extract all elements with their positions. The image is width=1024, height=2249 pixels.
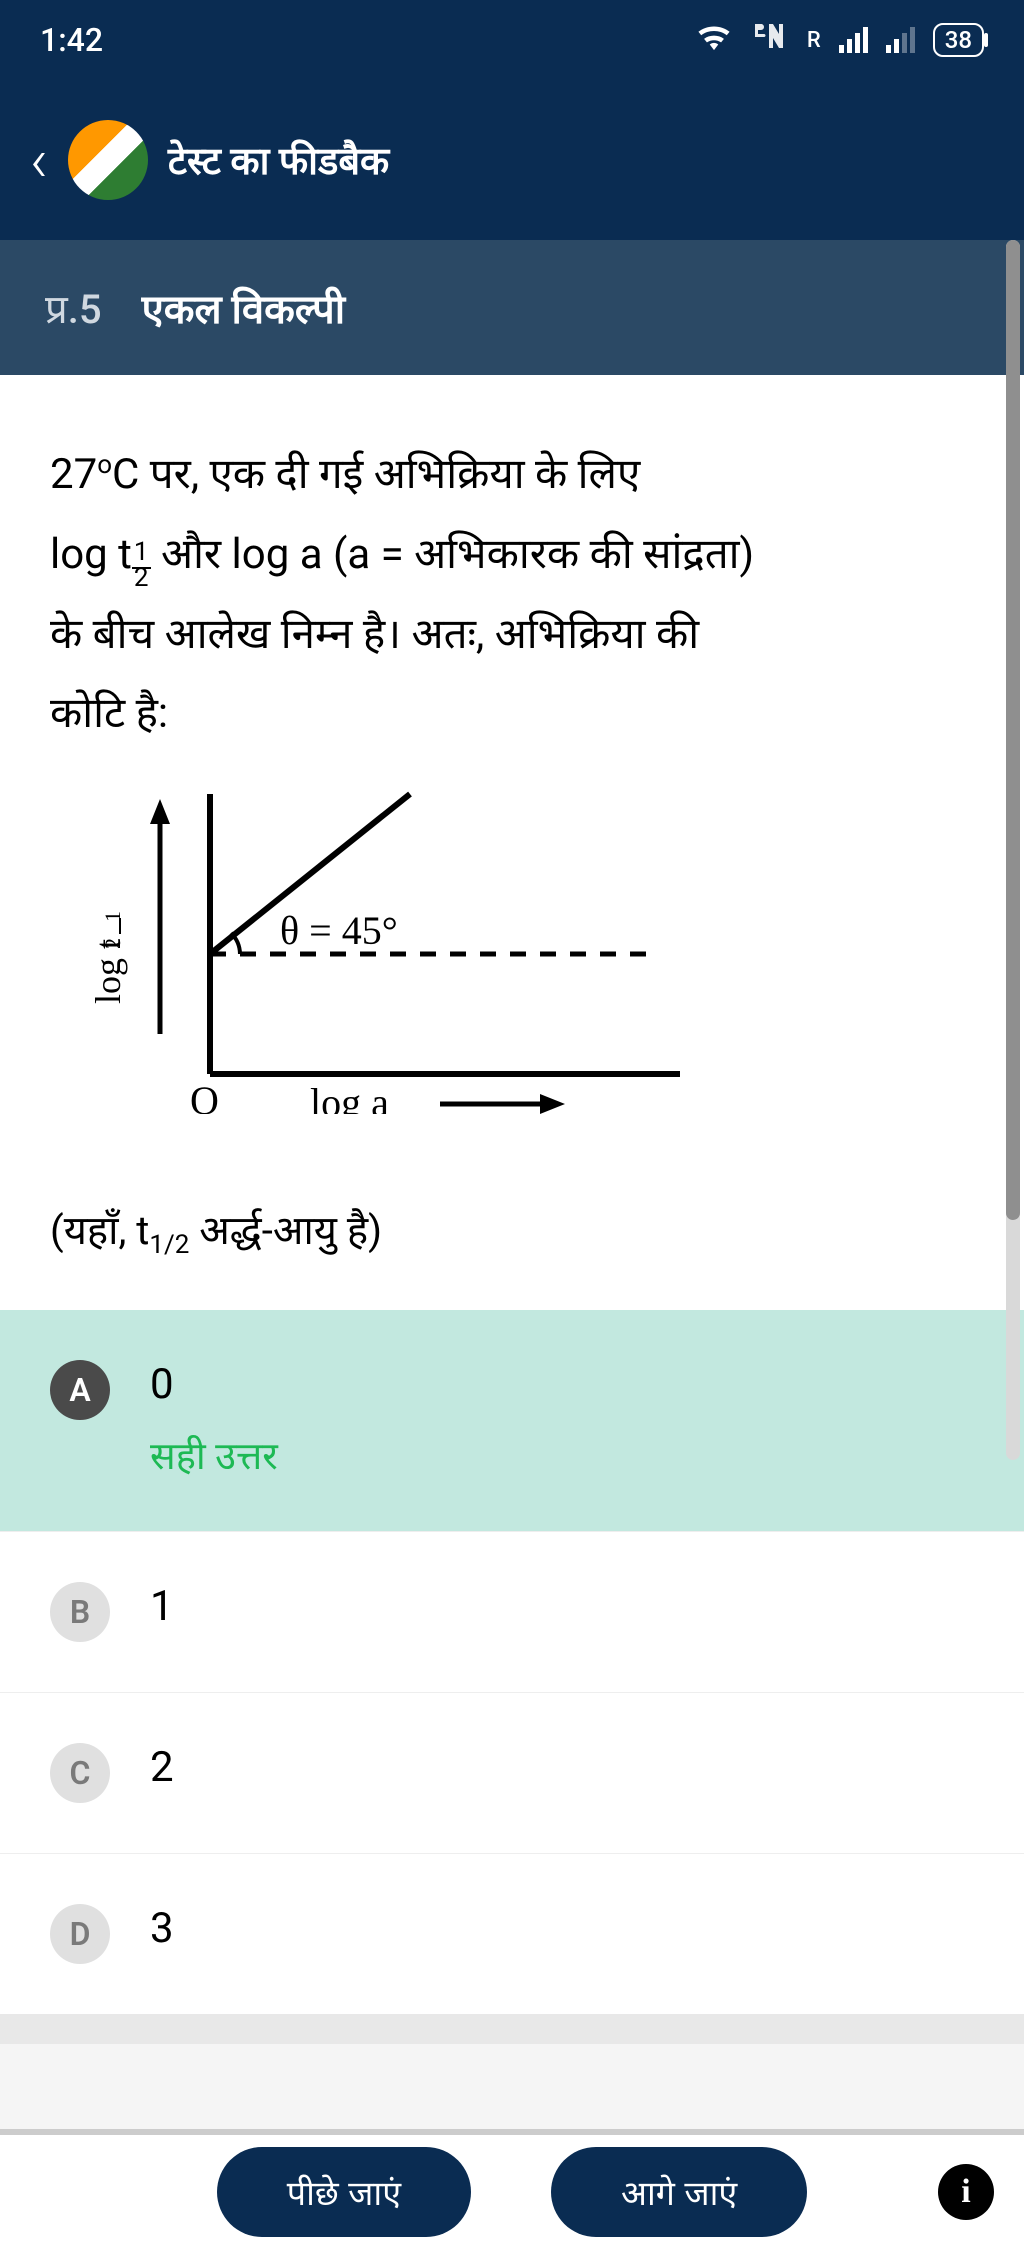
status-bar: 1:42 R 38 xyxy=(0,0,1024,80)
question-type: एकल विकल्पी xyxy=(142,280,345,335)
roaming-label: R xyxy=(807,28,821,53)
svg-text:log a: log a xyxy=(310,1080,389,1114)
app-logo: ✓ xyxy=(68,120,148,200)
option-d[interactable]: D 3 xyxy=(0,1853,1024,2014)
spacer xyxy=(0,2014,1024,2044)
option-text: 2 xyxy=(150,1743,174,1792)
scrollbar-thumb[interactable] xyxy=(1006,240,1020,1220)
option-text: 1 xyxy=(150,1582,174,1631)
check-icon: ✓ xyxy=(68,120,148,200)
battery-indicator: 38 xyxy=(933,23,984,57)
page-title: टेस्ट का फीडबैक xyxy=(168,134,389,186)
option-text: 0 xyxy=(150,1360,278,1409)
option-badge: C xyxy=(50,1743,110,1803)
question-line-3: के बीच आलेख निम्न है। अतः, अभिक्रिया की xyxy=(50,595,974,675)
question-meta: प्र.5 एकल विकल्पी xyxy=(0,240,1024,375)
graph: log t 1 2 xyxy=(50,754,974,1151)
question-body: 27oC पर, एक दी गई अभिक्रिया के लिए log t… xyxy=(0,375,1024,1191)
option-text: 3 xyxy=(150,1904,174,1953)
fraction-half: 12 xyxy=(132,539,151,591)
next-button[interactable]: आगे जाएं xyxy=(551,2147,807,2237)
signal-icon-1 xyxy=(839,27,868,53)
prev-button[interactable]: पीछे जाएं xyxy=(217,2147,471,2237)
option-a[interactable]: A 0 सही उत्तर xyxy=(0,1310,1024,1531)
status-right: R 38 xyxy=(697,20,984,60)
svg-text:1: 1 xyxy=(100,911,125,922)
svg-text:θ = 45°: θ = 45° xyxy=(280,908,398,953)
svg-text:2: 2 xyxy=(100,938,125,949)
question-number: प्र.5 xyxy=(45,280,102,335)
signal-icon-2 xyxy=(886,27,915,53)
app-header: ‹ ✓ टेस्ट का फीडबैक xyxy=(0,80,1024,240)
option-badge: B xyxy=(50,1582,110,1642)
bottom-nav: पीछे जाएं आगे जाएं i xyxy=(0,2129,1024,2249)
status-time: 1:42 xyxy=(40,21,103,59)
option-b[interactable]: B 1 xyxy=(0,1531,1024,1692)
option-c[interactable]: C 2 xyxy=(0,1692,1024,1853)
question-line-2: log t12 और log a (a = अभिकारक की सांद्रत… xyxy=(50,515,974,595)
question-line-1: 27oC पर, एक दी गई अभिक्रिया के लिए xyxy=(50,435,974,515)
question-footnote: (यहाँ, t1/2 अर्द्ध-आयु है) xyxy=(0,1191,1024,1310)
option-badge: D xyxy=(50,1904,110,1964)
info-button[interactable]: i xyxy=(938,2164,994,2220)
content-area: प्र.5 एकल विकल्पी 27oC पर, एक दी गई अभिक… xyxy=(0,240,1024,2044)
question-line-4: कोटि है: xyxy=(50,674,974,754)
wifi-icon xyxy=(697,21,731,59)
svg-text:O: O xyxy=(190,1078,219,1114)
correct-label: सही उत्तर xyxy=(150,1429,278,1481)
options-list: A 0 सही उत्तर B 1 C 2 D 3 xyxy=(0,1310,1024,2014)
back-icon[interactable]: ‹ xyxy=(30,125,48,196)
option-badge: A xyxy=(50,1360,110,1420)
volte-icon xyxy=(749,20,789,60)
